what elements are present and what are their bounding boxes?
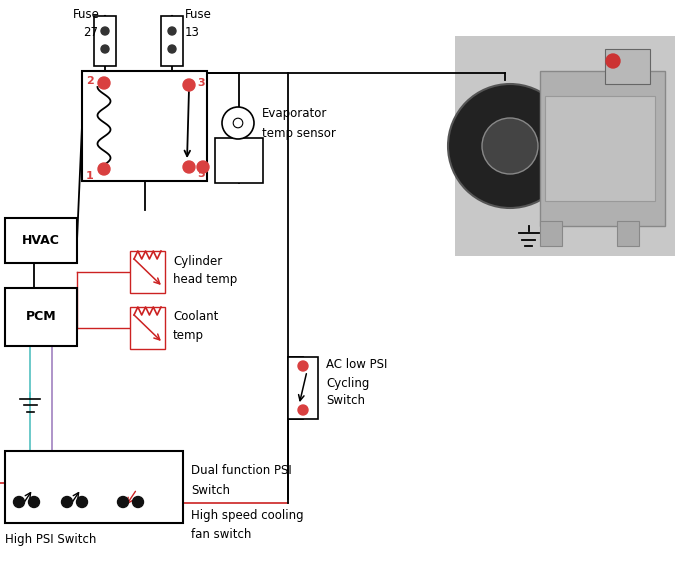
Circle shape bbox=[118, 496, 129, 508]
Bar bbox=[455, 36, 675, 256]
Text: HVAC: HVAC bbox=[22, 234, 60, 247]
Bar bbox=[82, 71, 207, 181]
Bar bbox=[130, 251, 165, 293]
Bar bbox=[161, 16, 183, 66]
Bar bbox=[130, 307, 165, 349]
Text: temp sensor: temp sensor bbox=[262, 126, 336, 140]
Text: 1: 1 bbox=[86, 171, 94, 181]
Circle shape bbox=[62, 496, 73, 508]
Text: head temp: head temp bbox=[173, 273, 237, 286]
Circle shape bbox=[101, 27, 109, 35]
Circle shape bbox=[482, 118, 538, 174]
Text: 5: 5 bbox=[197, 169, 204, 179]
Text: Cylinder: Cylinder bbox=[173, 255, 223, 268]
Bar bbox=[617, 221, 639, 246]
Circle shape bbox=[168, 27, 176, 35]
Text: temp: temp bbox=[173, 329, 204, 342]
Text: Switch: Switch bbox=[191, 485, 230, 498]
Bar bbox=[540, 221, 562, 246]
Bar bbox=[215, 138, 263, 183]
Circle shape bbox=[168, 45, 176, 53]
Bar bbox=[5, 218, 77, 263]
Circle shape bbox=[197, 161, 209, 173]
Text: Coolant: Coolant bbox=[173, 310, 218, 324]
Text: fan switch: fan switch bbox=[191, 528, 251, 541]
Bar bbox=[605, 49, 650, 84]
Text: 13: 13 bbox=[185, 26, 200, 39]
Text: 2: 2 bbox=[86, 76, 94, 86]
Text: High PSI Switch: High PSI Switch bbox=[5, 532, 97, 545]
Circle shape bbox=[183, 79, 195, 91]
Bar bbox=[5, 451, 183, 523]
Text: Fuse: Fuse bbox=[73, 8, 100, 21]
Circle shape bbox=[101, 45, 109, 53]
Bar bbox=[540, 71, 665, 226]
Text: High speed cooling: High speed cooling bbox=[191, 508, 304, 522]
Circle shape bbox=[222, 107, 254, 139]
Circle shape bbox=[448, 84, 572, 208]
Circle shape bbox=[132, 496, 144, 508]
Text: PCM: PCM bbox=[26, 310, 56, 324]
Bar bbox=[5, 288, 77, 346]
Text: 3: 3 bbox=[197, 78, 204, 88]
Circle shape bbox=[298, 405, 308, 415]
Text: Evaporator: Evaporator bbox=[262, 107, 328, 119]
Text: 27: 27 bbox=[83, 26, 98, 39]
Circle shape bbox=[606, 54, 620, 68]
Circle shape bbox=[298, 361, 308, 371]
Circle shape bbox=[98, 163, 110, 175]
Circle shape bbox=[76, 496, 88, 508]
Circle shape bbox=[13, 496, 24, 508]
Bar bbox=[94, 16, 116, 66]
Circle shape bbox=[29, 496, 39, 508]
Circle shape bbox=[233, 118, 243, 128]
Text: Fuse: Fuse bbox=[185, 8, 212, 21]
Circle shape bbox=[98, 77, 110, 89]
Text: Cycling: Cycling bbox=[326, 376, 370, 389]
Bar bbox=[288, 357, 318, 419]
Text: Dual function PSI: Dual function PSI bbox=[191, 465, 292, 477]
Bar bbox=[545, 96, 655, 201]
Text: Switch: Switch bbox=[326, 394, 365, 407]
Circle shape bbox=[183, 161, 195, 173]
Text: AC low PSI: AC low PSI bbox=[326, 358, 387, 371]
